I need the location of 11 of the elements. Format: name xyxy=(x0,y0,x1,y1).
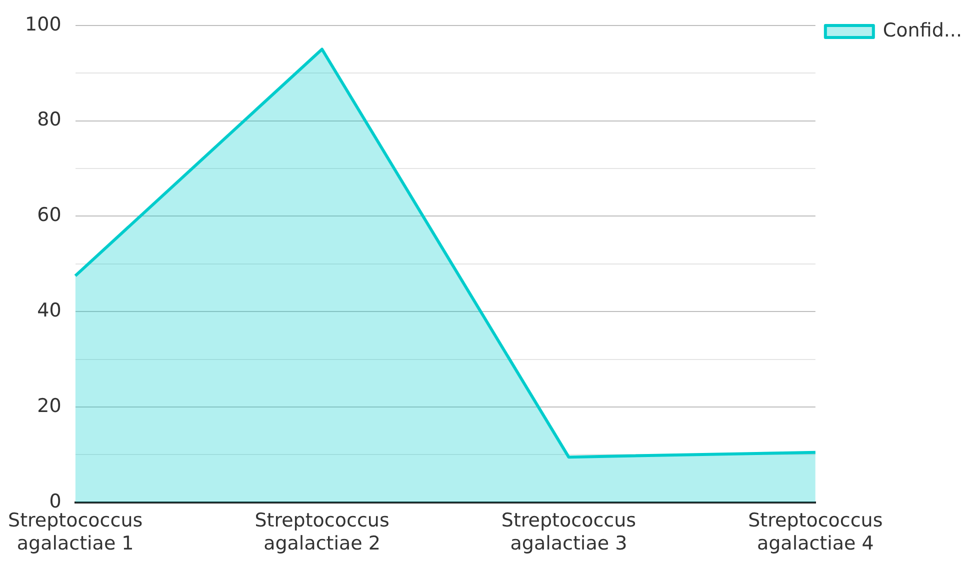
y-tick-label: 100 xyxy=(25,13,62,36)
y-tick-label: 80 xyxy=(37,108,62,131)
x-tick-label: Streptococcus agalactiae 1 xyxy=(8,510,143,555)
y-tick-label: 0 xyxy=(49,490,62,512)
x-tick-label: Streptococcus agalactiae 3 xyxy=(501,510,636,555)
x-tick-label: Streptococcus agalactiae 2 xyxy=(254,510,390,555)
y-tick-label: 40 xyxy=(37,300,62,322)
y-tick-label: 20 xyxy=(37,394,62,417)
y-tick-label: 60 xyxy=(37,204,62,226)
legend-label: Confid... xyxy=(882,19,962,42)
x-tick-label: Streptococcus agalactiae 4 xyxy=(748,510,883,555)
